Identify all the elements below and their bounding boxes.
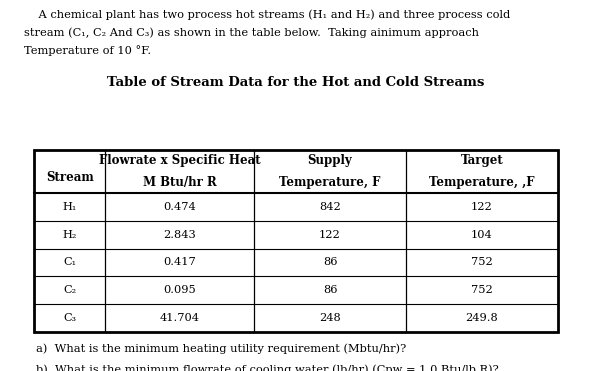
Text: Table of Stream Data for the Hot and Cold Streams: Table of Stream Data for the Hot and Col…	[107, 76, 485, 89]
Text: stream (C₁, C₂ And C₃) as shown in the table below.  Taking ainimum approach: stream (C₁, C₂ And C₃) as shown in the t…	[24, 27, 479, 37]
Text: A chemical plant has two process hot streams (H₁ and H₂) and three process cold: A chemical plant has two process hot str…	[24, 9, 510, 20]
Bar	[34, 150, 558, 332]
Text: Supply: Supply	[308, 154, 352, 167]
Text: Temperature of 10 °F.: Temperature of 10 °F.	[24, 45, 151, 56]
Text: 842: 842	[319, 202, 341, 212]
Text: 2.843: 2.843	[163, 230, 196, 240]
Text: 248: 248	[319, 313, 341, 323]
Text: 752: 752	[471, 285, 493, 295]
Text: 249.8: 249.8	[465, 313, 498, 323]
Text: 122: 122	[471, 202, 493, 212]
Text: C₃: C₃	[63, 313, 76, 323]
Text: Target: Target	[461, 154, 503, 167]
Text: C₁: C₁	[63, 257, 76, 267]
Text: 104: 104	[471, 230, 493, 240]
Text: Stream: Stream	[46, 171, 94, 184]
Text: M Btu/hr R: M Btu/hr R	[143, 176, 217, 189]
Text: Flowrate x Specific Heat: Flowrate x Specific Heat	[99, 154, 260, 167]
Text: 0.417: 0.417	[163, 257, 196, 267]
Text: H₂: H₂	[63, 230, 77, 240]
Text: 86: 86	[323, 285, 337, 295]
Text: H₁: H₁	[63, 202, 77, 212]
Text: b)  What is the minimum flowrate of cooling water (lb/hr) (Cpw = 1.0 Btu/lb R)?: b) What is the minimum flowrate of cooli…	[36, 365, 498, 371]
Text: 0.474: 0.474	[163, 202, 196, 212]
Text: Temperature, ,F: Temperature, ,F	[429, 176, 535, 189]
Text: 0.095: 0.095	[163, 285, 196, 295]
Text: Temperature, F: Temperature, F	[279, 176, 381, 189]
Text: 86: 86	[323, 257, 337, 267]
Text: C₂: C₂	[63, 285, 76, 295]
Text: 41.704: 41.704	[160, 313, 200, 323]
Text: 752: 752	[471, 257, 493, 267]
Text: a)  What is the minimum heating utility requirement (Mbtu/hr)?: a) What is the minimum heating utility r…	[36, 343, 406, 354]
Text: 122: 122	[319, 230, 341, 240]
